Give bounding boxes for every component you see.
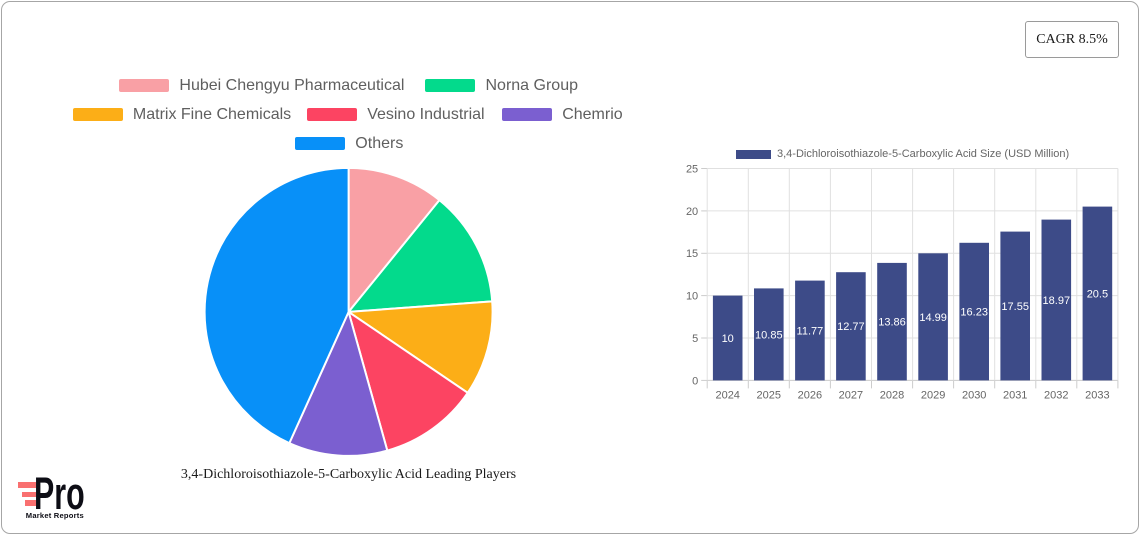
svg-text:16.23: 16.23 bbox=[960, 307, 988, 319]
svg-text:17.55: 17.55 bbox=[1001, 301, 1029, 313]
svg-text:2026: 2026 bbox=[798, 389, 822, 401]
svg-text:12.77: 12.77 bbox=[837, 321, 865, 333]
svg-text:20: 20 bbox=[686, 206, 698, 218]
svg-text:20.5: 20.5 bbox=[1087, 288, 1108, 300]
svg-text:2028: 2028 bbox=[880, 389, 904, 401]
svg-text:25: 25 bbox=[686, 163, 698, 175]
svg-text:13.86: 13.86 bbox=[878, 317, 906, 329]
svg-text:2030: 2030 bbox=[962, 389, 986, 401]
svg-text:0: 0 bbox=[692, 375, 698, 387]
svg-text:2027: 2027 bbox=[839, 389, 863, 401]
svg-text:2024: 2024 bbox=[715, 389, 739, 401]
svg-text:14.99: 14.99 bbox=[919, 312, 947, 324]
svg-text:10.85: 10.85 bbox=[755, 329, 783, 341]
svg-text:2029: 2029 bbox=[921, 389, 945, 401]
svg-text:2032: 2032 bbox=[1044, 389, 1068, 401]
svg-text:5: 5 bbox=[692, 333, 698, 345]
svg-text:18.97: 18.97 bbox=[1043, 295, 1071, 307]
svg-text:2031: 2031 bbox=[1003, 389, 1027, 401]
svg-text:10: 10 bbox=[722, 333, 734, 345]
svg-text:15: 15 bbox=[686, 248, 698, 260]
svg-text:10: 10 bbox=[686, 291, 698, 303]
svg-text:2033: 2033 bbox=[1085, 389, 1109, 401]
svg-text:2025: 2025 bbox=[757, 389, 781, 401]
svg-text:11.77: 11.77 bbox=[797, 325, 824, 337]
